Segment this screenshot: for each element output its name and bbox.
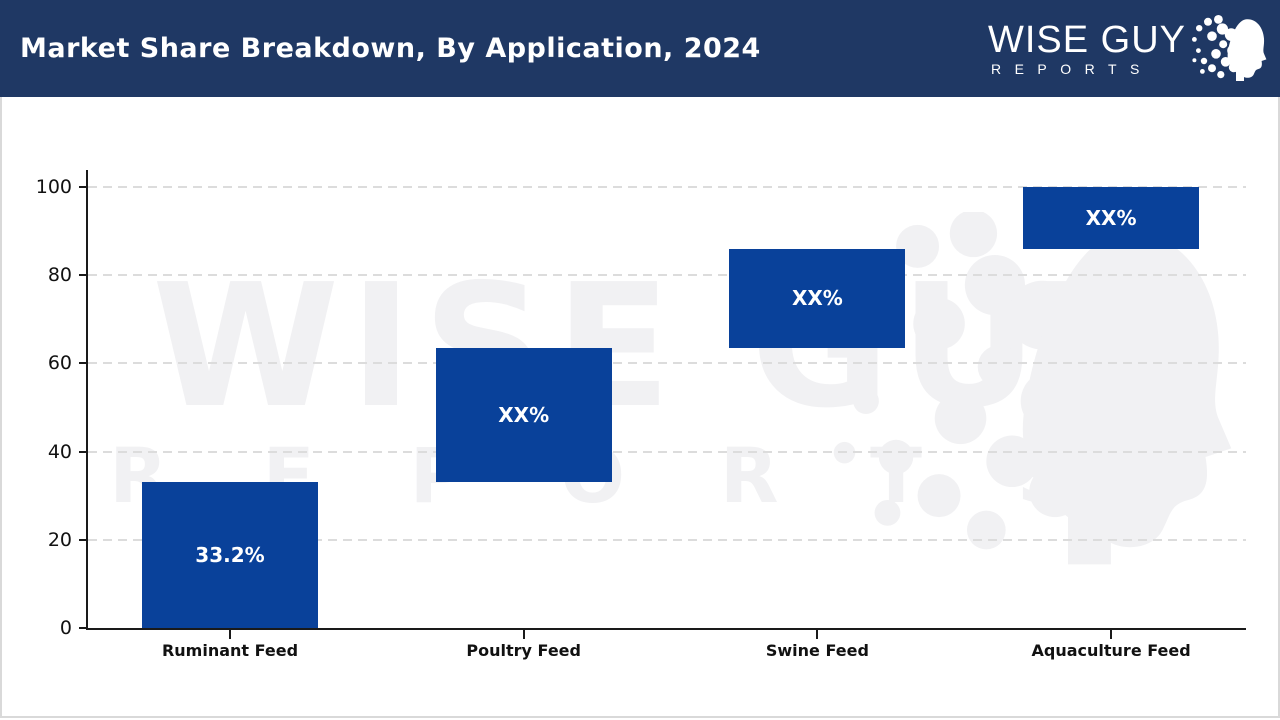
category-label-aquaculture-feed: Aquaculture Feed bbox=[1031, 641, 1191, 660]
category-label-ruminant-feed: Ruminant Feed bbox=[161, 641, 299, 660]
brand-logo: WISE GUY REPORTS bbox=[988, 6, 1268, 92]
gridline-20 bbox=[88, 538, 1246, 541]
y-tick-label-60: 60 bbox=[47, 352, 72, 375]
y-tick-60 bbox=[79, 362, 88, 365]
category-label-poultry-feed: Poultry Feed bbox=[466, 641, 581, 660]
y-tick-label-20: 20 bbox=[47, 528, 72, 551]
bar-ruminant-feed: 33.2% bbox=[142, 481, 318, 628]
bar-value-label: XX% bbox=[791, 286, 843, 311]
x-tick-2 bbox=[816, 630, 819, 639]
bar-value-label: XX% bbox=[498, 402, 550, 427]
bar-aquaculture-feed: XX% bbox=[1023, 187, 1200, 249]
wiseguy-head-logo-icon bbox=[1192, 15, 1267, 82]
watermark-head-icon bbox=[831, 212, 1232, 565]
y-tick-label-80: 80 bbox=[47, 264, 72, 287]
header-bar: Market Share Breakdown, By Application, … bbox=[0, 0, 1280, 97]
bar-value-label: 33.2% bbox=[195, 542, 265, 567]
logo-text: WISE GUY REPORTS bbox=[987, 18, 1186, 78]
gridline-100 bbox=[88, 186, 1246, 188]
gridline-80 bbox=[88, 274, 1246, 277]
gridline-40 bbox=[88, 450, 1246, 453]
y-tick-20 bbox=[79, 538, 88, 541]
x-tick-0 bbox=[229, 630, 231, 639]
chart-title: Market Share Breakdown, By Application, … bbox=[20, 33, 761, 64]
y-tick-0 bbox=[79, 627, 88, 629]
y-tick-label-40: 40 bbox=[47, 440, 72, 463]
x-axis-line bbox=[86, 628, 1246, 630]
logo-wordmark: WISE GUY bbox=[987, 18, 1186, 61]
x-tick-3 bbox=[1110, 630, 1113, 639]
y-tick-40 bbox=[79, 450, 88, 453]
gridline-60 bbox=[88, 362, 1246, 365]
bar-value-label: XX% bbox=[1085, 205, 1137, 230]
category-label-swine-feed: Swine Feed bbox=[765, 641, 869, 660]
bar-swine-feed: XX% bbox=[729, 248, 906, 348]
y-tick-label-0: 0 bbox=[59, 617, 72, 639]
y-tick-80 bbox=[79, 274, 88, 277]
y-tick-label-100: 100 bbox=[35, 176, 72, 198]
bar-poultry-feed: XX% bbox=[435, 347, 612, 482]
x-tick-1 bbox=[522, 630, 525, 639]
y-tick-100 bbox=[79, 186, 88, 188]
logo-subtext: REPORTS bbox=[990, 61, 1153, 78]
y-axis-line bbox=[86, 170, 88, 630]
